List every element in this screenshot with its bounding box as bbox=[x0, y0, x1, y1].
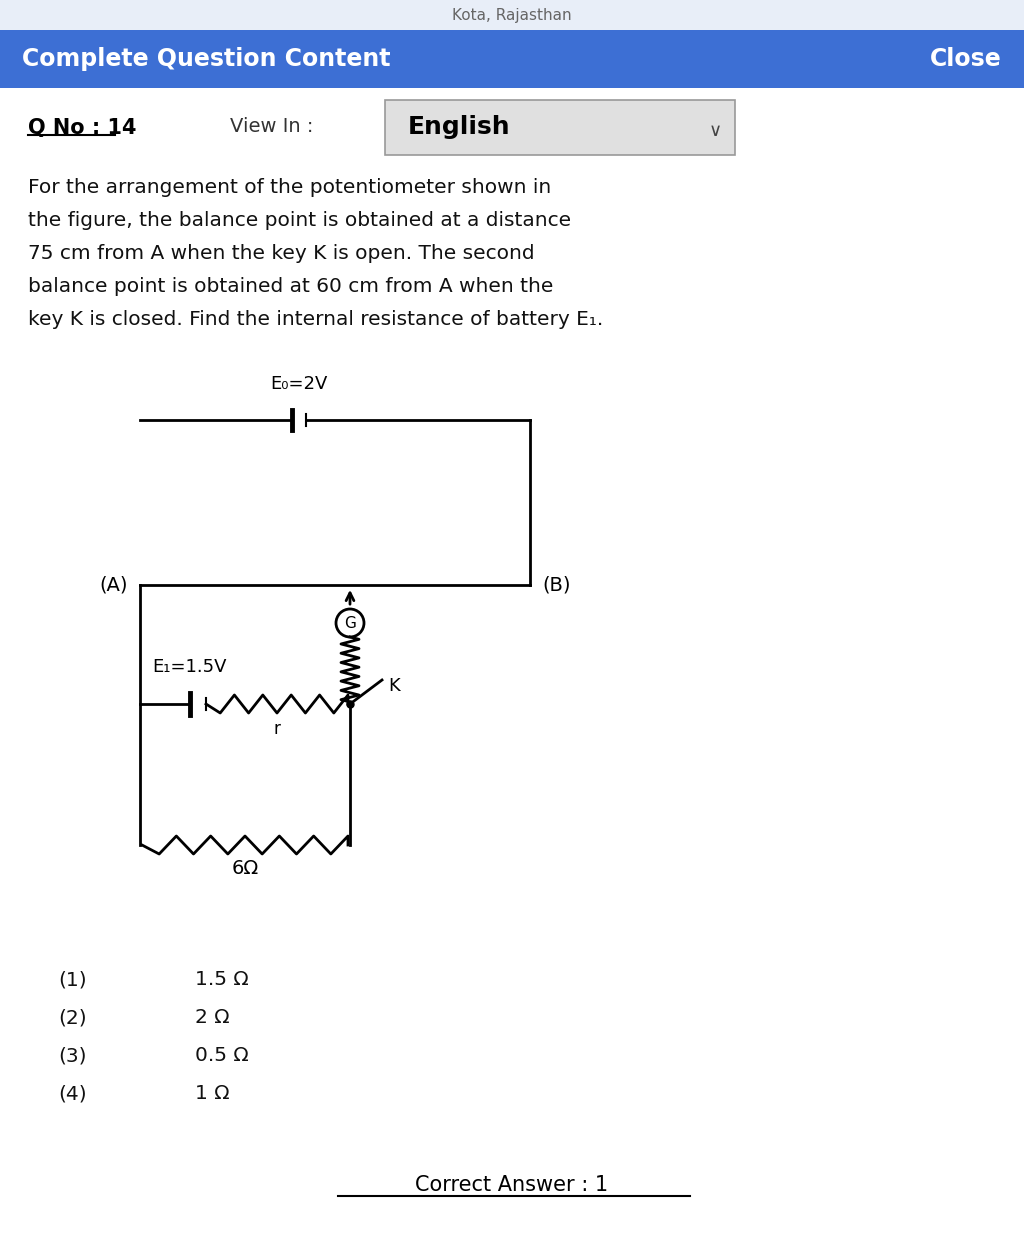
Text: Complete Question Content: Complete Question Content bbox=[22, 48, 390, 71]
Text: (4): (4) bbox=[58, 1085, 87, 1103]
Text: 1 Ω: 1 Ω bbox=[195, 1085, 229, 1103]
Text: (1): (1) bbox=[58, 970, 87, 990]
Text: G: G bbox=[344, 615, 356, 631]
Text: 2 Ω: 2 Ω bbox=[195, 1008, 229, 1027]
Text: (B): (B) bbox=[542, 575, 570, 594]
Text: View In :: View In : bbox=[230, 116, 313, 135]
Bar bbox=[0, 30, 1024, 88]
Text: balance point is obtained at 60 cm from A when the: balance point is obtained at 60 cm from … bbox=[28, 276, 553, 296]
Text: r: r bbox=[273, 721, 281, 738]
Bar bbox=[385, 100, 735, 155]
Text: Close: Close bbox=[930, 48, 1002, 71]
Text: key K is closed. Find the internal resistance of battery E₁.: key K is closed. Find the internal resis… bbox=[28, 310, 603, 329]
Text: 0.5 Ω: 0.5 Ω bbox=[195, 1046, 249, 1065]
Text: (3): (3) bbox=[58, 1046, 86, 1065]
Text: Q No : 14: Q No : 14 bbox=[28, 118, 136, 138]
Text: (A): (A) bbox=[99, 575, 128, 594]
Text: E₁=1.5V: E₁=1.5V bbox=[152, 658, 226, 676]
Text: 75 cm from A when the key K is open. The second: 75 cm from A when the key K is open. The… bbox=[28, 244, 535, 263]
Text: K: K bbox=[388, 677, 399, 696]
Text: 6Ω: 6Ω bbox=[231, 859, 259, 878]
Text: the figure, the balance point is obtained at a distance: the figure, the balance point is obtaine… bbox=[28, 211, 571, 230]
Text: (2): (2) bbox=[58, 1008, 87, 1027]
Text: E₀=2V: E₀=2V bbox=[270, 375, 328, 393]
Text: Kota, Rajasthan: Kota, Rajasthan bbox=[453, 8, 571, 23]
Text: ∨: ∨ bbox=[709, 123, 722, 140]
Text: Correct Answer : 1: Correct Answer : 1 bbox=[416, 1175, 608, 1195]
Text: English: English bbox=[408, 115, 511, 139]
Text: For the arrangement of the potentiometer shown in: For the arrangement of the potentiometer… bbox=[28, 178, 551, 196]
Text: 1.5 Ω: 1.5 Ω bbox=[195, 970, 249, 990]
